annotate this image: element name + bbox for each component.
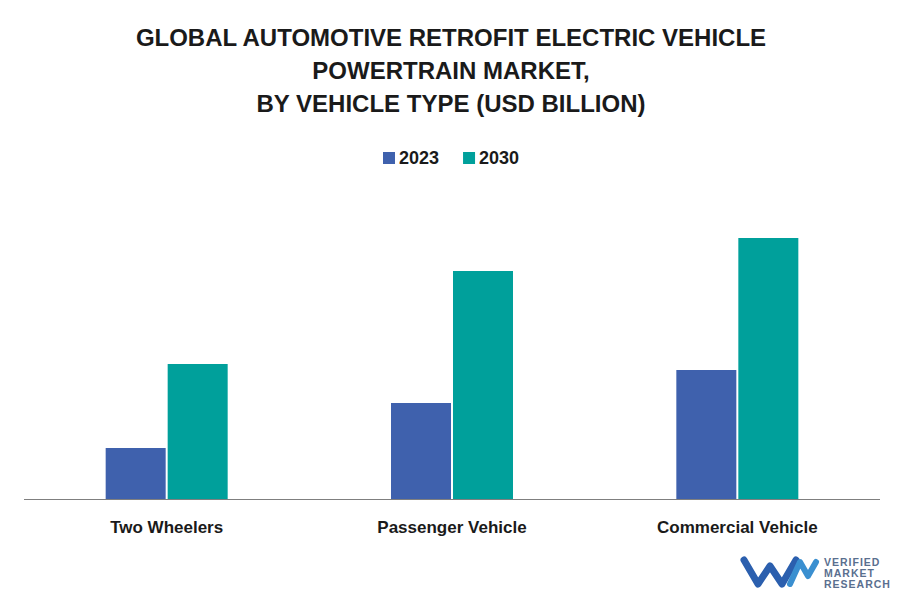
bar	[168, 364, 228, 499]
title: GLOBAL AUTOMOTIVE RETROFIT ELECTRIC VEHI…	[136, 24, 766, 51]
legend-entry: 2030	[463, 148, 519, 168]
bar	[106, 448, 166, 499]
x-axis	[24, 499, 880, 500]
bar	[738, 238, 798, 499]
bar	[453, 271, 513, 499]
title: POWERTRAIN MARKET,	[312, 57, 589, 84]
logo-mark	[744, 560, 796, 584]
logo-text: RESEARCH	[824, 578, 891, 590]
title: BY VEHICLE TYPE (USD BILLION)	[257, 90, 646, 117]
x-tick-label: Commercial Vehicle	[657, 518, 818, 537]
legend-label: 2030	[479, 148, 519, 168]
legend-entry: 2023	[383, 148, 439, 168]
legend-label: 2023	[399, 148, 439, 168]
bars	[106, 238, 799, 499]
legend-swatch	[383, 152, 395, 164]
logo: VERIFIEDMARKETRESEARCH	[744, 556, 891, 590]
legend-swatch	[463, 152, 475, 164]
x-tick-label: Two Wheelers	[110, 518, 223, 537]
chart: GLOBAL AUTOMOTIVE RETROFIT ELECTRIC VEHI…	[0, 0, 902, 598]
logo-mark	[790, 562, 816, 584]
x-tick-label: Passenger Vehicle	[377, 518, 526, 537]
bar	[391, 403, 451, 499]
bar	[676, 370, 736, 499]
